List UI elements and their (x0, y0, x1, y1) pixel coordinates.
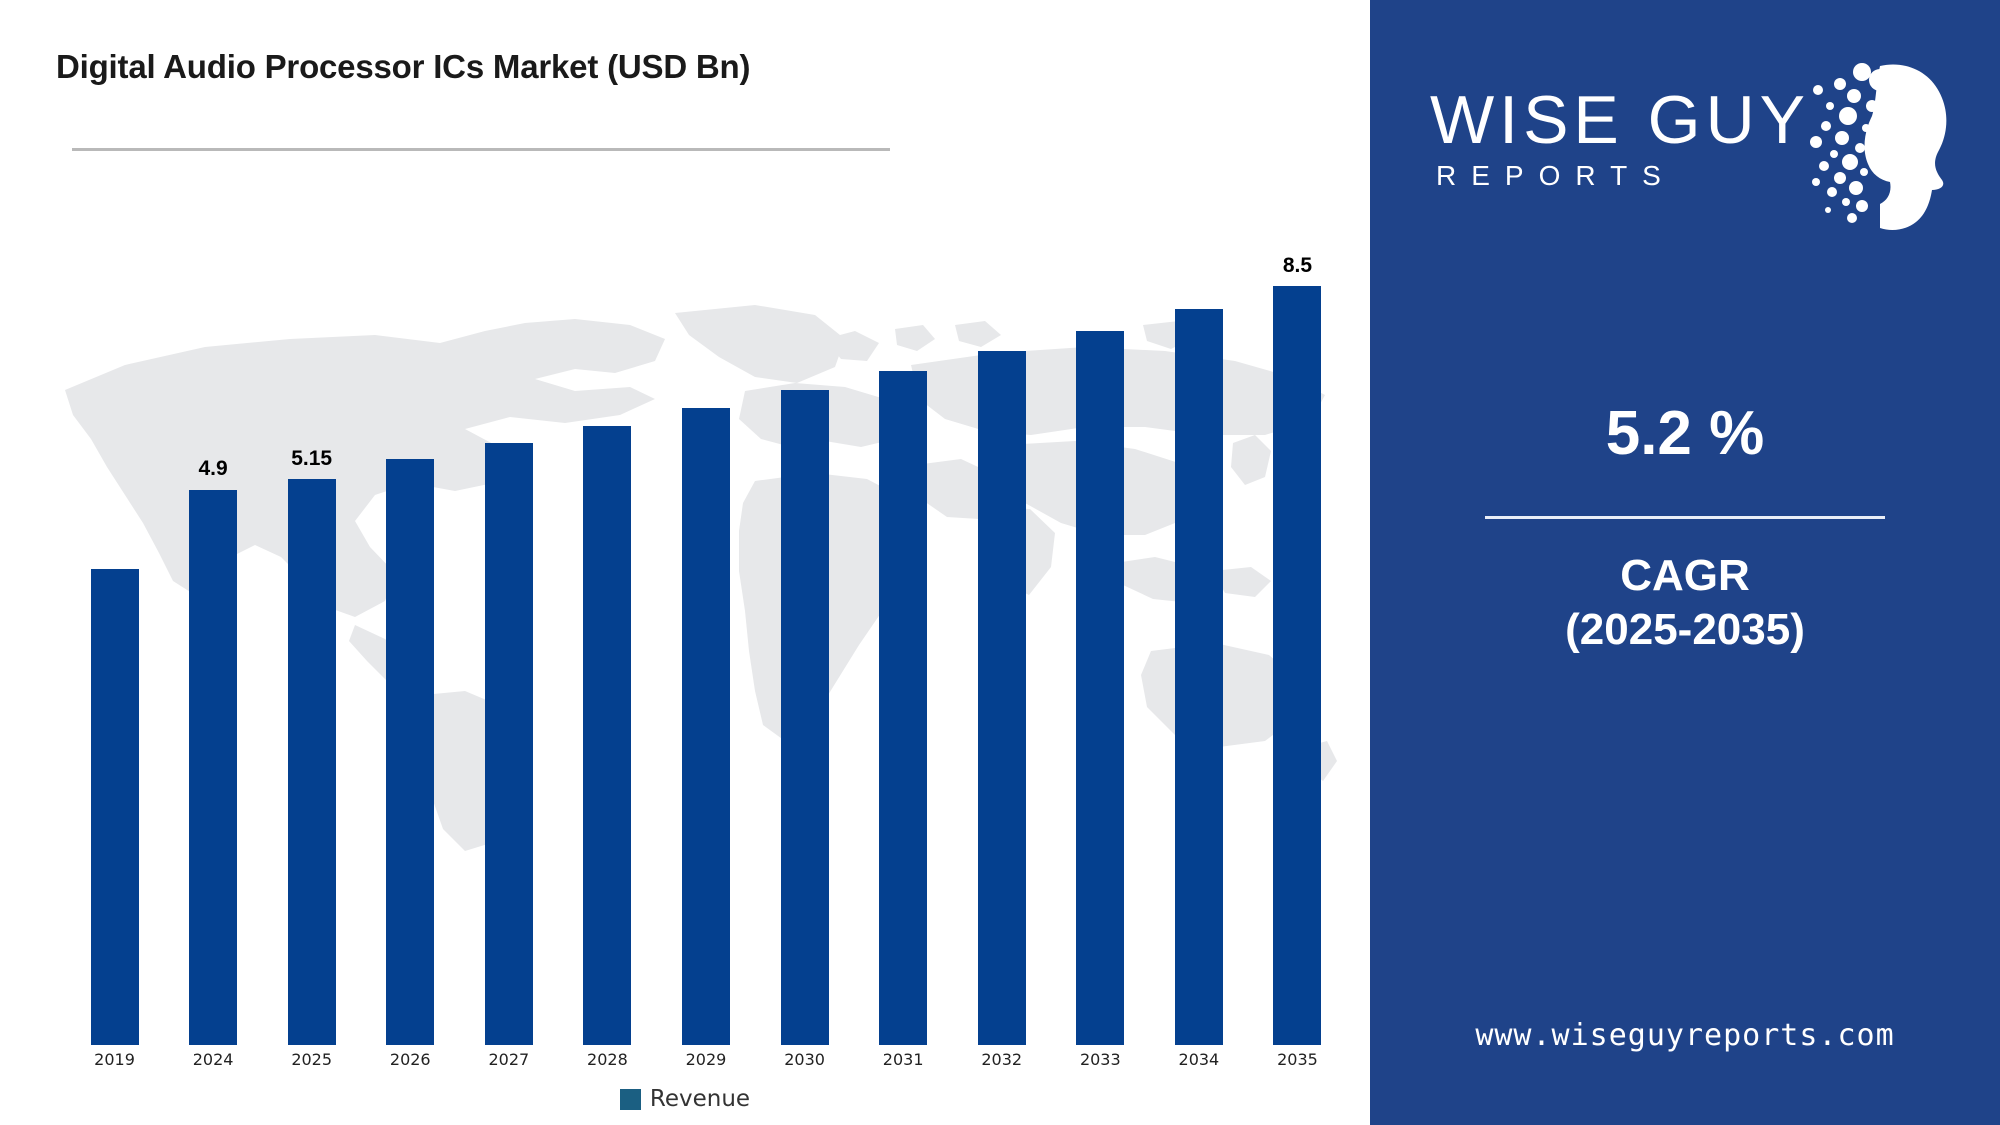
x-tick-2034: 2034 (1178, 1050, 1220, 1069)
bar-2035[interactable] (1273, 286, 1322, 1045)
bar-slot[interactable] (760, 180, 849, 1045)
plot-area: 4.9 5.15 (56, 180, 1356, 1045)
bar-2024[interactable] (189, 489, 238, 1045)
bar-slot[interactable] (70, 180, 159, 1045)
bar-2028[interactable] (583, 425, 632, 1045)
x-tick-2025: 2025 (291, 1050, 333, 1069)
bar-series: 4.9 5.15 (56, 180, 1356, 1045)
logo-subtitle: REPORTS (1436, 160, 1676, 191)
cagr-value: 5.2 % (1605, 399, 1765, 468)
chart-legend[interactable]: Revenue (0, 1086, 1370, 1112)
chart-panel: Digital Audio Processor ICs Market (USD … (0, 48, 1370, 1112)
x-tick-2028: 2028 (587, 1050, 628, 1069)
x-tick-2032: 2032 (981, 1050, 1023, 1069)
title-divider (72, 148, 890, 151)
x-tick-2033: 2033 (1079, 1050, 1121, 1069)
bar-2030[interactable] (780, 390, 829, 1045)
bar-slot[interactable]: 8.5 (1253, 180, 1342, 1045)
x-tick-2027: 2027 (488, 1050, 530, 1069)
bar-slot[interactable] (464, 180, 553, 1045)
bar-slot[interactable]: 5.15 (267, 180, 356, 1045)
dotted-head-profile-icon (1730, 54, 1960, 234)
bar-slot[interactable]: 4.9 (169, 180, 258, 1045)
cagr-block: 5.2 % CAGR (2025-2035) (1370, 399, 2000, 657)
bar-slot[interactable] (957, 180, 1046, 1045)
bar-2026[interactable] (386, 459, 435, 1045)
bar-2025[interactable] (287, 479, 336, 1045)
site-url[interactable]: www.wiseguyreports.com (1475, 1018, 1895, 1053)
bar-2034[interactable] (1174, 308, 1223, 1045)
bar-2032[interactable] (977, 351, 1026, 1045)
cagr-label-line1: CAGR (1620, 551, 1750, 601)
x-axis-labels: 2019 2024 2025 2026 2027 2028 2029 2030 … (56, 1050, 1356, 1069)
bar-2029[interactable] (681, 408, 730, 1045)
bar-2031[interactable] (879, 371, 928, 1045)
bar-slot[interactable] (563, 180, 652, 1045)
x-tick-2024: 2024 (192, 1050, 234, 1069)
legend-swatch-revenue (619, 1088, 641, 1110)
bar-2027[interactable] (484, 442, 533, 1045)
bar-slot[interactable] (661, 180, 750, 1045)
wiseguy-logo[interactable]: WISE GUY REPORTS (1430, 60, 1950, 230)
cagr-divider (1485, 516, 1885, 520)
bar-2033[interactable] (1076, 330, 1125, 1045)
x-tick-2026: 2026 (389, 1050, 431, 1069)
bar-value-label: 4.9 (198, 457, 228, 481)
x-tick-2035: 2035 (1277, 1050, 1318, 1069)
bar-2019[interactable] (90, 569, 139, 1045)
logo-wordmark: WISE GUY (1430, 82, 1811, 158)
chart-title: Digital Audio Processor ICs Market (USD … (56, 48, 751, 85)
bar-value-label: 8.5 (1282, 253, 1313, 277)
x-tick-2030: 2030 (784, 1050, 825, 1069)
bar-slot[interactable] (1154, 180, 1243, 1045)
bar-value-label: 5.15 (291, 446, 333, 470)
bar-slot[interactable] (1056, 180, 1145, 1045)
legend-label-revenue: Revenue (649, 1086, 751, 1112)
x-tick-2019: 2019 (94, 1050, 135, 1069)
bar-slot[interactable] (859, 180, 948, 1045)
x-tick-2031: 2031 (882, 1050, 924, 1069)
cagr-label-line2: (2025-2035) (1565, 604, 1805, 654)
bar-slot[interactable] (366, 180, 455, 1045)
brand-panel: WISE GUY REPORTS (1370, 0, 2000, 1125)
x-tick-2029: 2029 (685, 1050, 727, 1069)
